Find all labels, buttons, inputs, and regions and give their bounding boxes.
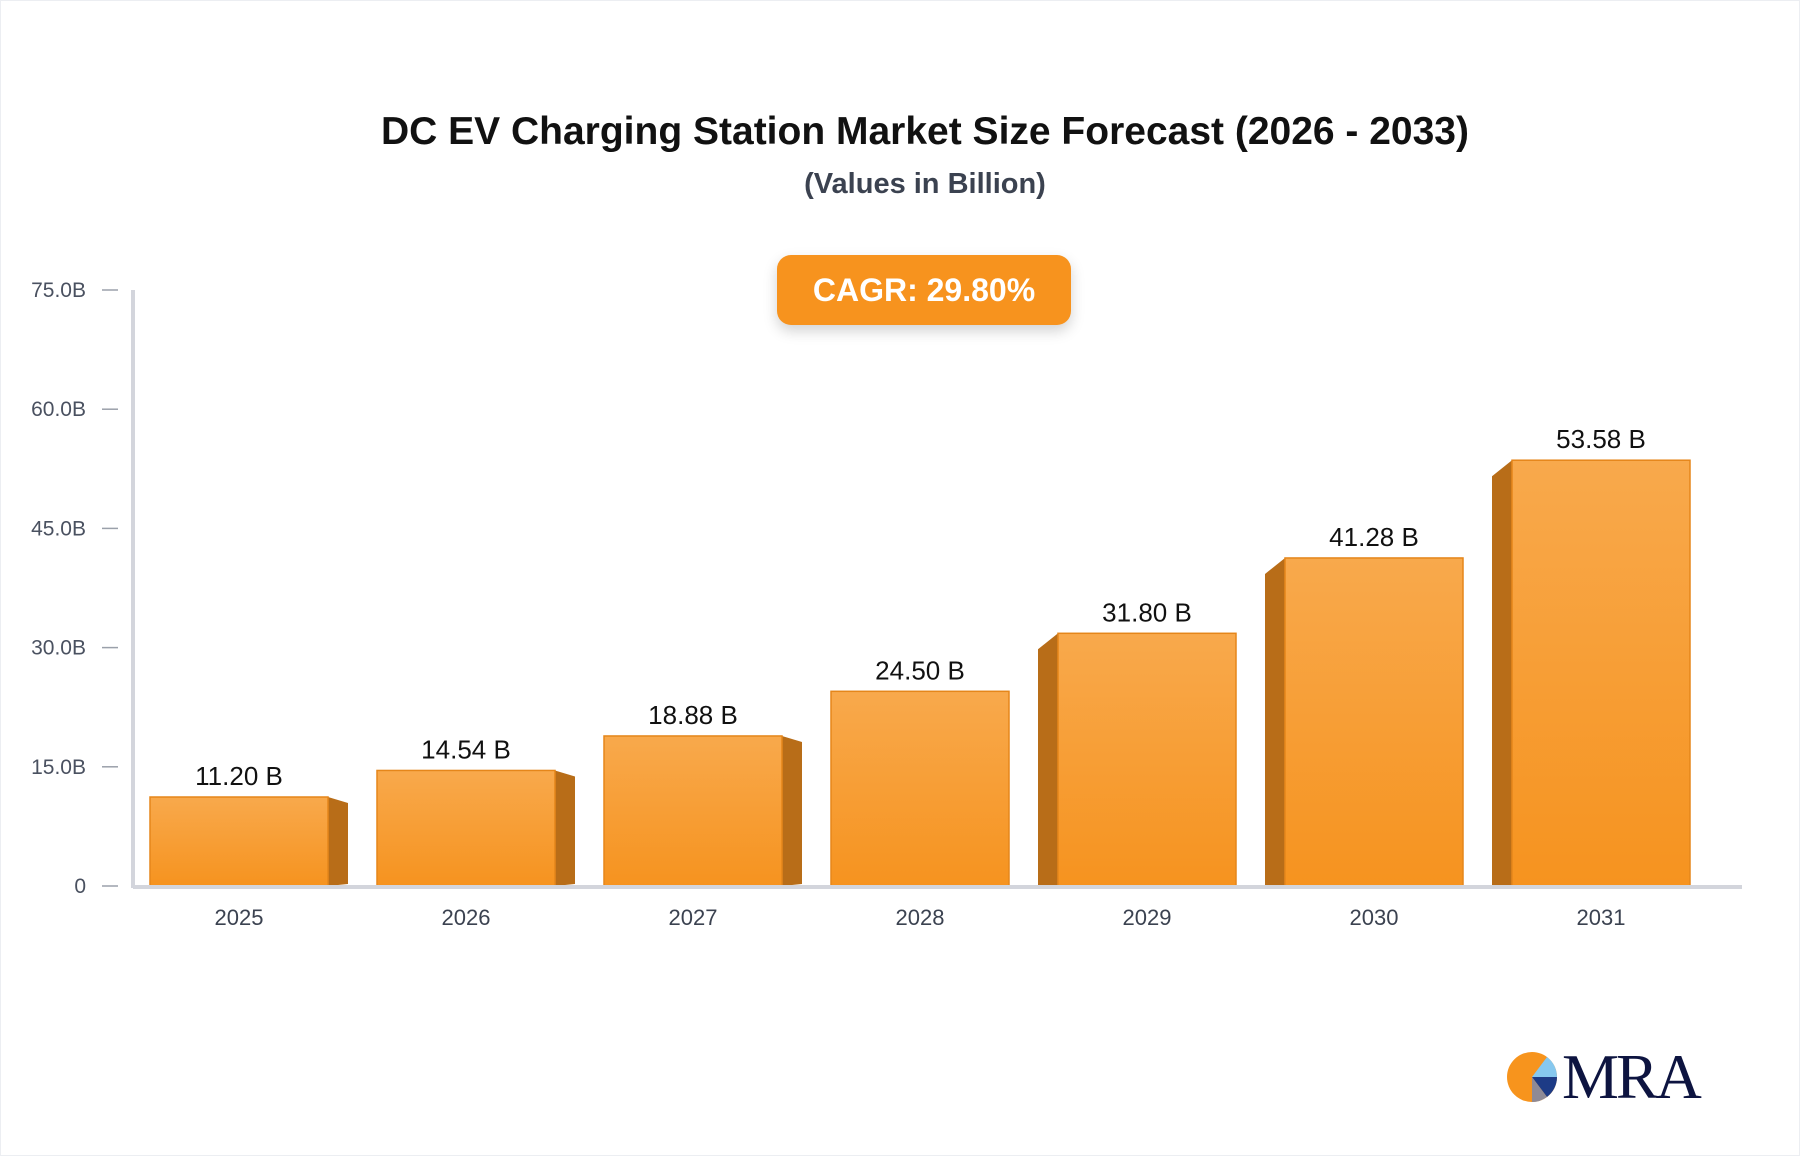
bar — [149, 796, 329, 887]
x-tick-label: 2029 — [1123, 905, 1172, 930]
bar-side — [1492, 460, 1512, 886]
bar — [376, 769, 556, 887]
data-label: 14.54 B — [421, 734, 511, 764]
bar-side — [1038, 633, 1058, 886]
x-tick-label: 2027 — [669, 905, 718, 930]
bar-side — [1265, 557, 1285, 886]
y-tick-label: 60.0B — [31, 398, 86, 421]
chart-subtitle: (Values in Billion) — [804, 168, 1046, 200]
bar — [1284, 557, 1464, 887]
y-tick-label: 75.0B — [31, 279, 86, 302]
bar-side — [555, 770, 575, 886]
bar — [1511, 459, 1691, 887]
x-tick-label: 2031 — [1577, 905, 1626, 930]
x-tick-label: 2028 — [896, 905, 945, 930]
mra-logo: MRA — [1506, 1040, 1702, 1114]
data-label: 18.88 B — [648, 700, 738, 730]
y-tick-label: 0 — [74, 875, 86, 898]
x-tick-label: 2030 — [1350, 905, 1399, 930]
bar — [830, 690, 1010, 887]
data-label: 41.28 B — [1329, 522, 1419, 552]
cagr-badge: CAGR: 29.80% — [777, 255, 1071, 325]
logo-text: MRA — [1562, 1041, 1702, 1112]
bar-side — [782, 735, 802, 886]
bar-side — [328, 796, 348, 886]
data-label: 24.50 B — [875, 655, 965, 685]
x-tick-label: 2025 — [215, 905, 264, 930]
bar — [603, 735, 783, 887]
y-tick-label: 30.0B — [31, 637, 86, 660]
x-tick-label: 2026 — [442, 905, 491, 930]
data-label: 31.80 B — [1102, 597, 1192, 627]
y-tick-label: 15.0B — [31, 756, 86, 779]
chart-title: DC EV Charging Station Market Size Forec… — [380, 110, 1469, 153]
pie-logo-icon — [1507, 1052, 1557, 1102]
bar — [1057, 632, 1237, 887]
data-label: 11.20 B — [195, 761, 283, 791]
y-tick-label: 45.0B — [31, 517, 86, 540]
data-label: 53.58 B — [1556, 424, 1646, 454]
